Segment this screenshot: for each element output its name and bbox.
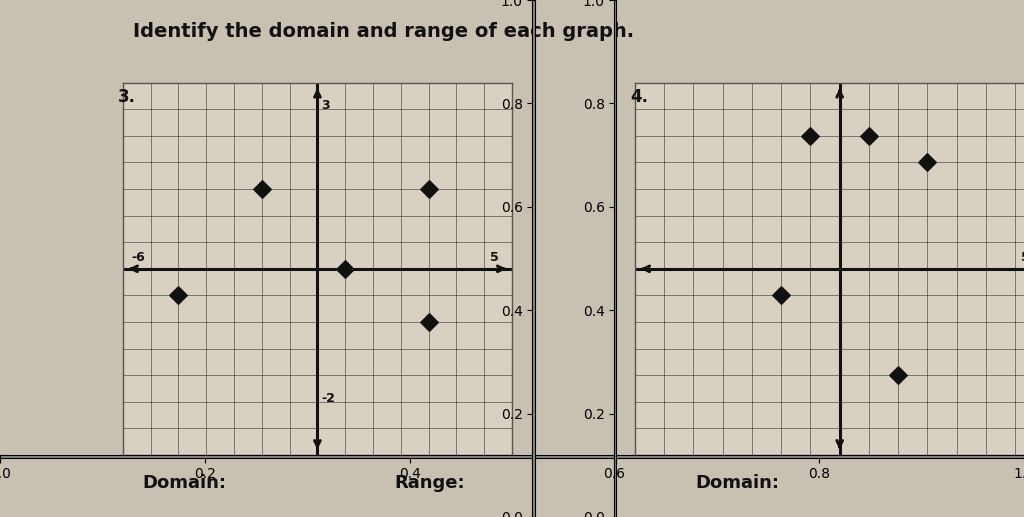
Text: -2: -2: [322, 392, 336, 405]
Point: [861, 132, 878, 140]
Point: [337, 265, 353, 273]
Point: [421, 185, 437, 193]
Text: 3.: 3.: [118, 88, 136, 106]
Text: 3: 3: [322, 99, 330, 112]
Point: [773, 291, 790, 299]
Text: Domain:: Domain:: [695, 474, 779, 492]
Point: [890, 371, 906, 379]
Text: Domain:: Domain:: [142, 474, 226, 492]
Point: [920, 158, 936, 166]
Text: 5: 5: [489, 251, 499, 264]
Text: 5: 5: [1021, 251, 1024, 264]
Point: [421, 318, 437, 326]
Text: Identify the domain and range of each graph.: Identify the domain and range of each gr…: [133, 22, 634, 40]
Text: -6: -6: [131, 251, 145, 264]
Point: [254, 185, 270, 193]
Text: Range:: Range:: [395, 474, 465, 492]
Point: [170, 291, 186, 299]
Point: [802, 132, 818, 140]
Text: 4.: 4.: [630, 88, 648, 106]
